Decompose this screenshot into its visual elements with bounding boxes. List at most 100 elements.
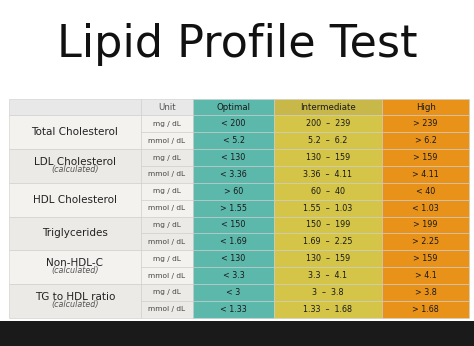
Bar (140, 183, 193, 200)
Text: 1.33  –  1.68: 1.33 – 1.68 (303, 305, 352, 314)
Text: 150  –  199: 150 – 199 (306, 220, 350, 229)
Text: 3.3  –  4.1: 3.3 – 4.1 (309, 271, 347, 280)
Text: > 199: > 199 (413, 220, 438, 229)
Text: mg / dL: mg / dL (153, 188, 181, 194)
Bar (140, 99, 193, 116)
Bar (274, 200, 382, 217)
Text: mmol / dL: mmol / dL (148, 138, 185, 144)
Text: > 6.2: > 6.2 (415, 136, 437, 145)
Text: HDL Cholesterol: HDL Cholesterol (33, 195, 117, 205)
Bar (9, 183, 140, 217)
Bar (193, 149, 274, 166)
Text: < 1.33: < 1.33 (220, 305, 247, 314)
Text: 1.55  –  1.03: 1.55 – 1.03 (303, 203, 353, 213)
Bar (274, 301, 382, 318)
Text: 5.2  –  6.2: 5.2 – 6.2 (308, 136, 347, 145)
Text: mmol / dL: mmol / dL (148, 171, 185, 177)
Text: < 130: < 130 (221, 153, 246, 162)
Bar (274, 149, 382, 166)
Bar (274, 284, 382, 301)
Text: > 159: > 159 (413, 153, 438, 162)
Text: High: High (416, 102, 436, 111)
Bar (140, 284, 193, 301)
Text: > 4.1: > 4.1 (415, 271, 437, 280)
Bar (193, 132, 274, 149)
Bar (9, 149, 140, 183)
Bar (382, 183, 469, 200)
Text: > 239: > 239 (413, 119, 438, 128)
Text: 3  –  3.8: 3 – 3.8 (312, 288, 344, 297)
Bar (140, 132, 193, 149)
Bar (193, 99, 274, 116)
Bar (382, 234, 469, 250)
Text: > 1.68: > 1.68 (412, 305, 439, 314)
Bar (140, 200, 193, 217)
Text: < 1.69: < 1.69 (220, 237, 247, 246)
Bar (382, 301, 469, 318)
Text: < 130: < 130 (221, 254, 246, 263)
Text: > 4.11: > 4.11 (412, 170, 439, 179)
Text: (calculated): (calculated) (51, 165, 99, 174)
Bar (382, 200, 469, 217)
Text: mmol / dL: mmol / dL (148, 205, 185, 211)
Text: < 5.2: < 5.2 (223, 136, 245, 145)
Bar (274, 250, 382, 267)
Bar (193, 267, 274, 284)
Bar (382, 284, 469, 301)
Text: Non-HDL-C: Non-HDL-C (46, 258, 103, 268)
Text: Intermediate: Intermediate (300, 102, 356, 111)
Bar (140, 116, 193, 132)
Text: < 1.03: < 1.03 (412, 203, 439, 213)
Text: mmol / dL: mmol / dL (148, 306, 185, 312)
Bar (382, 166, 469, 183)
Text: mg / dL: mg / dL (153, 222, 181, 228)
Text: mmol / dL: mmol / dL (148, 273, 185, 279)
Bar (140, 250, 193, 267)
Bar (274, 217, 382, 234)
Bar (193, 200, 274, 217)
Bar (382, 149, 469, 166)
Text: Unit: Unit (158, 102, 176, 111)
Text: Total Cholesterol: Total Cholesterol (32, 127, 118, 137)
Bar (193, 217, 274, 234)
Bar (193, 250, 274, 267)
Bar (193, 166, 274, 183)
Text: (calculated): (calculated) (51, 266, 99, 275)
Bar (140, 166, 193, 183)
Bar (140, 217, 193, 234)
Bar (193, 183, 274, 200)
Bar (382, 250, 469, 267)
Text: > 60: > 60 (224, 187, 243, 196)
Text: > 159: > 159 (413, 254, 438, 263)
Bar (9, 217, 140, 250)
Text: Triglycerides: Triglycerides (42, 228, 108, 238)
Text: < 150: < 150 (221, 220, 246, 229)
Text: 200  –  239: 200 – 239 (306, 119, 350, 128)
Bar (382, 116, 469, 132)
Text: TG to HDL ratio: TG to HDL ratio (35, 292, 115, 302)
Bar (140, 267, 193, 284)
Text: 1.69  –  2.25: 1.69 – 2.25 (303, 237, 353, 246)
Bar (274, 116, 382, 132)
Bar (9, 284, 140, 318)
Bar (9, 116, 140, 149)
Text: < 40: < 40 (416, 187, 435, 196)
Text: > 2.25: > 2.25 (412, 237, 439, 246)
Bar (0, 321, 474, 346)
Text: mmol / dL: mmol / dL (148, 239, 185, 245)
Text: 130  –  159: 130 – 159 (306, 254, 350, 263)
Bar (140, 301, 193, 318)
Bar (193, 301, 274, 318)
Bar (140, 149, 193, 166)
Bar (193, 234, 274, 250)
Bar (382, 99, 469, 116)
Text: < 3.36: < 3.36 (220, 170, 247, 179)
Bar (9, 250, 140, 284)
Bar (9, 99, 140, 116)
Bar (274, 267, 382, 284)
Text: mg / dL: mg / dL (153, 155, 181, 161)
Bar (140, 234, 193, 250)
Text: (calculated): (calculated) (51, 300, 99, 309)
Text: LDL Cholesterol: LDL Cholesterol (34, 157, 116, 167)
Text: < 200: < 200 (221, 119, 246, 128)
